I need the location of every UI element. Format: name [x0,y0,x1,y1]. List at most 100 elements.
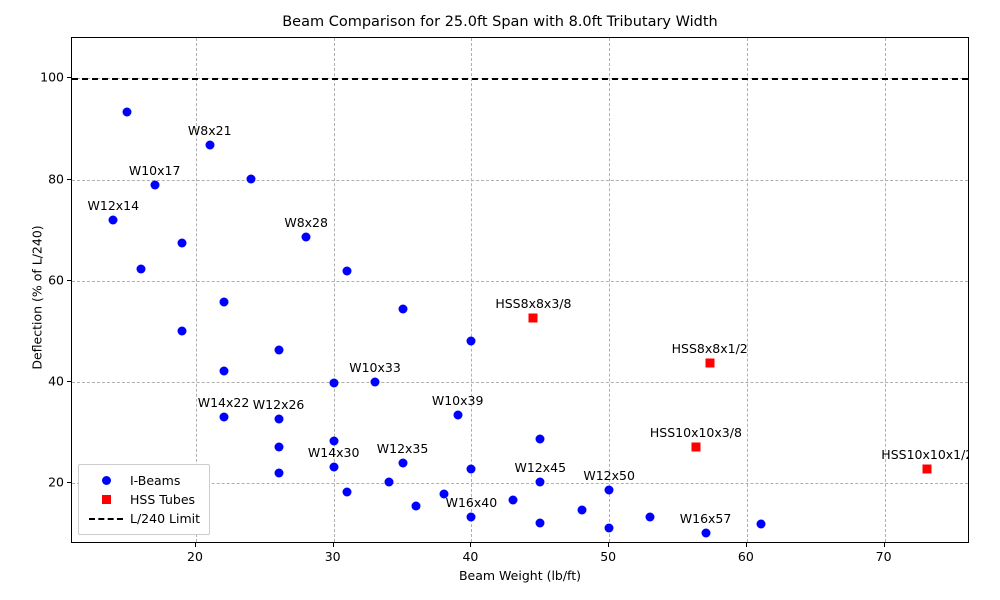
y-axis-label: Deflection (% of L/240) [29,225,45,370]
data-point-ibeam[interactable] [604,485,614,495]
data-point-ibeam[interactable] [645,512,655,522]
data-point-label: W16x40 [445,494,498,510]
data-point-ibeam[interactable] [411,501,421,511]
legend-label-hss-tubes: HSS Tubes [130,492,196,507]
data-point-ibeam[interactable] [274,414,284,423]
data-point-ibeam[interactable] [398,458,408,468]
data-point-ibeam[interactable] [177,326,187,336]
data-point-ibeam[interactable] [122,107,132,117]
data-point-hss[interactable] [705,358,715,368]
gridline-horizontal [72,280,968,282]
data-point-ibeam[interactable] [177,238,187,248]
x-tick-label: 60 [737,549,754,564]
data-point-ibeam[interactable] [535,434,545,444]
y-tick-mark [67,77,71,79]
data-point-label: W12x35 [376,440,429,456]
data-point-label: HSS10x10x1/2 [881,447,969,463]
y-tick-mark [67,381,71,383]
data-point-ibeam[interactable] [274,345,284,355]
data-point-hss[interactable] [528,313,538,323]
data-point-ibeam[interactable] [329,378,339,388]
data-point-ibeam[interactable] [219,297,228,307]
legend-label-i-beams: I-Beams [130,473,181,488]
chart-legend: I-Beams HSS Tubes L/240 Limit [78,464,210,535]
x-tick-mark [194,543,196,547]
data-point-label: HSS8x8x3/8 [495,296,572,312]
legend-item-hss-tubes[interactable]: HSS Tubes [86,490,200,509]
data-point-ibeam[interactable] [466,464,476,474]
legend-item-i-beams[interactable]: I-Beams [86,471,200,490]
x-tick-mark [470,543,472,547]
data-point-label: W14x22 [197,394,250,410]
y-tick-mark [67,482,71,484]
data-point-ibeam[interactable] [301,232,311,242]
x-tick-mark [608,543,610,547]
data-point-ibeam[interactable] [604,523,614,533]
data-point-ibeam[interactable] [150,180,160,190]
gridline-vertical [333,38,335,542]
gridline-horizontal [72,179,968,181]
data-point-ibeam[interactable] [370,377,380,387]
data-point-label: W8x28 [284,214,328,230]
gridline-horizontal [72,483,968,485]
data-point-ibeam[interactable] [701,528,711,538]
data-point-ibeam[interactable] [274,442,284,452]
x-tick-mark [745,543,747,547]
data-point-ibeam[interactable] [342,487,352,497]
data-point-ibeam[interactable] [577,505,587,515]
data-point-ibeam[interactable] [274,468,284,478]
data-point-ibeam[interactable] [205,140,215,150]
gridline-vertical [609,38,611,542]
y-tick-label: 40 [48,373,64,389]
data-point-label: W14x30 [307,445,360,461]
data-point-ibeam[interactable] [108,215,118,225]
data-point-label: HSS8x8x1/2 [671,341,748,357]
data-point-hss[interactable] [691,442,701,452]
x-tick-label: 70 [875,549,892,564]
data-point-label: HSS10x10x3/8 [649,425,742,441]
data-point-label: W8x21 [187,122,232,138]
gridline-vertical [195,38,197,542]
data-point-ibeam[interactable] [535,477,545,487]
data-point-ibeam[interactable] [398,304,408,314]
data-point-ibeam[interactable] [342,266,352,276]
gridline-horizontal [72,382,968,384]
chart-title: Beam Comparison for 25.0ft Span with 8.0… [282,14,718,30]
y-tick-label: 100 [40,69,64,85]
y-tick-mark [67,279,71,281]
data-point-ibeam[interactable] [219,412,228,422]
data-point-ibeam[interactable] [466,512,476,522]
data-point-ibeam[interactable] [508,495,518,505]
y-tick-label: 80 [48,171,64,187]
data-point-label: W10x33 [349,360,401,376]
x-tick-mark [332,543,334,547]
data-point-label: W10x17 [128,162,181,178]
data-point-ibeam[interactable] [535,518,545,528]
legend-item-l240-limit[interactable]: L/240 Limit [86,509,200,528]
x-tick-label: 50 [600,549,617,564]
data-point-ibeam[interactable] [136,264,146,274]
x-tick-label: 40 [462,549,479,564]
data-point-ibeam[interactable] [453,410,463,420]
data-point-label: W12x50 [583,468,635,484]
x-tick-label: 30 [324,549,341,564]
data-point-hss[interactable] [922,464,932,474]
data-point-label: W12x14 [87,198,140,214]
data-point-ibeam[interactable] [439,489,449,499]
data-point-ibeam[interactable] [466,336,476,346]
data-point-ibeam[interactable] [246,174,256,184]
l240-limit-line [72,78,968,81]
x-tick-mark [883,543,885,547]
data-point-ibeam[interactable] [384,477,394,487]
data-point-ibeam[interactable] [219,366,228,376]
data-point-ibeam[interactable] [329,436,339,446]
y-tick-label: 60 [48,272,64,288]
data-point-label: W12x26 [252,396,305,412]
data-point-ibeam[interactable] [329,462,339,472]
gridline-vertical [884,38,886,542]
data-point-label: W16x57 [679,510,732,526]
circle-marker-icon [86,476,126,485]
x-axis-label: Beam Weight (lb/ft) [458,568,582,583]
data-point-ibeam[interactable] [756,519,766,529]
